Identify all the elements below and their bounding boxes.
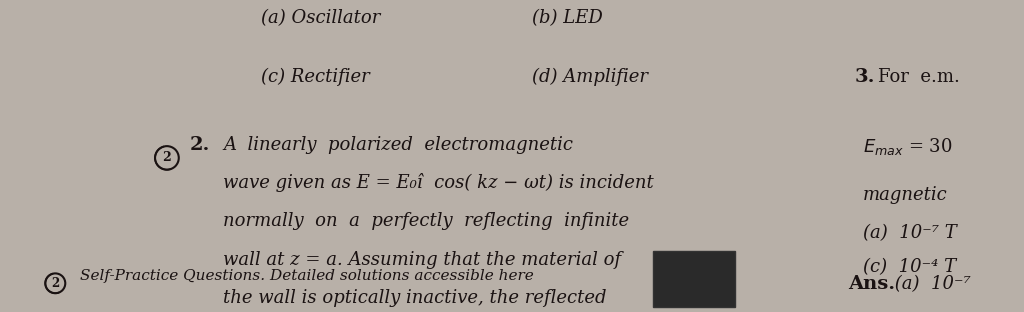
Text: 2.: 2. [189,136,210,154]
Text: 2: 2 [163,151,171,164]
FancyBboxPatch shape [653,251,735,306]
Text: wall at z = a. Assuming that the material of: wall at z = a. Assuming that the materia… [223,251,622,269]
Text: (a) Oscillator: (a) Oscillator [261,9,381,27]
Text: 3.: 3. [855,68,876,86]
Text: (a)  10⁻⁷: (a) 10⁻⁷ [889,275,971,293]
Text: (c) Rectifier: (c) Rectifier [261,68,370,86]
Text: A  linearly  polarized  electromagnetic: A linearly polarized electromagnetic [223,136,573,154]
Text: Self-Practice Questions. Detailed solutions accessible here: Self-Practice Questions. Detailed soluti… [80,269,534,283]
Text: the wall is optically inactive, the reflected: the wall is optically inactive, the refl… [223,290,607,308]
Text: For  e.m.: For e.m. [878,68,959,86]
Text: (d) Amplifier: (d) Amplifier [532,68,648,86]
Text: magnetic: magnetic [863,186,948,204]
Text: 2: 2 [51,277,59,290]
Text: (b) LED: (b) LED [532,9,603,27]
Text: wave given as E = E₀î  cos( kz − ωt) is incident: wave given as E = E₀î cos( kz − ωt) is i… [223,173,654,193]
Text: normally  on  a  perfectly  reflecting  infinite: normally on a perfectly reflecting infin… [223,212,630,230]
Text: (c)  10⁻⁴ T: (c) 10⁻⁴ T [863,259,956,276]
Text: (a)  10⁻⁷ T: (a) 10⁻⁷ T [863,224,957,242]
Text: $E_{max}$ = 30: $E_{max}$ = 30 [863,136,952,157]
Text: Ans.: Ans. [848,275,895,293]
